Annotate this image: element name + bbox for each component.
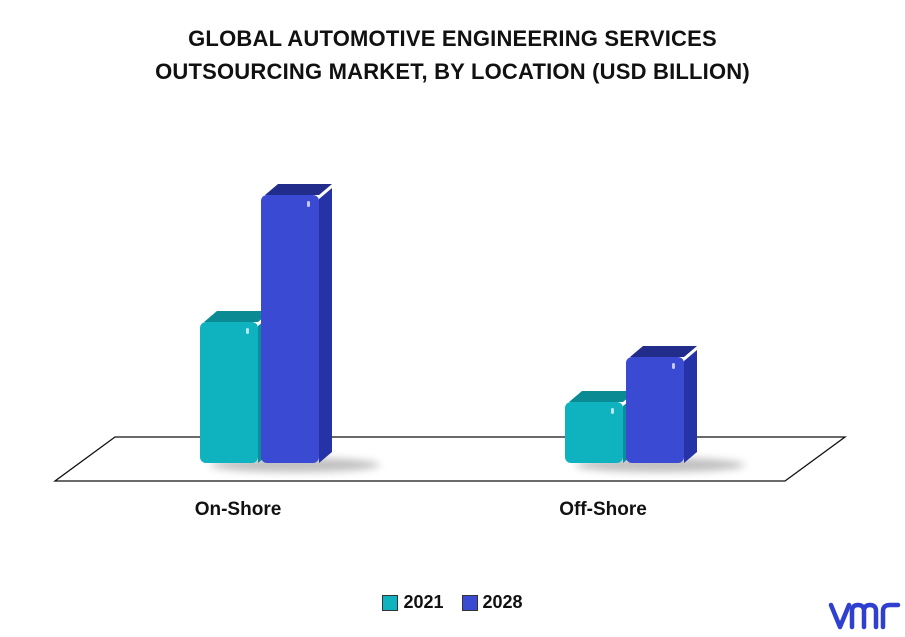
bar-front-on-shore-2021 <box>200 322 258 463</box>
bars <box>200 184 697 463</box>
bar-highlight-off-shore-2028 <box>672 363 675 369</box>
bar-top-off-shore-2028 <box>630 346 697 357</box>
bar-on-shore-2028 <box>261 184 332 463</box>
legend: 2021 2028 <box>0 592 905 613</box>
bar-front-on-shore-2028 <box>261 195 319 463</box>
bar-top-on-shore-2021 <box>204 311 271 322</box>
chart-title: GLOBAL AUTOMOTIVE ENGINEERING SERVICES O… <box>0 22 905 88</box>
chart-title-line-1: GLOBAL AUTOMOTIVE ENGINEERING SERVICES <box>188 26 717 51</box>
bar-highlight-on-shore-2028 <box>307 201 310 207</box>
bar-side-off-shore-2028 <box>684 350 697 463</box>
category-label-off-shore: Off-Shore <box>559 499 647 520</box>
bar-front-off-shore-2021 <box>565 402 623 463</box>
vmr-logo <box>828 602 901 630</box>
bar-top-on-shore-2028 <box>265 184 332 195</box>
chart-title-line-2: OUTSOURCING MARKET, BY LOCATION (USD BIL… <box>155 59 750 84</box>
bar-side-on-shore-2028 <box>319 188 332 463</box>
bar-off-shore-2028 <box>626 346 697 463</box>
legend-item-2028: 2028 <box>461 592 523 613</box>
chart-floor <box>53 436 847 482</box>
legend-swatch-2028 <box>461 594 478 611</box>
bar-highlight-off-shore-2021 <box>611 408 614 414</box>
bar-highlight-on-shore-2021 <box>246 328 249 334</box>
legend-label-2028: 2028 <box>482 592 523 612</box>
bar-on-shore-2021 <box>200 311 271 463</box>
legend-label-2021: 2021 <box>403 592 444 612</box>
bar-top-off-shore-2021 <box>569 391 636 402</box>
bar-front-off-shore-2028 <box>626 357 684 463</box>
legend-swatch-2021 <box>382 594 399 611</box>
legend-item-2021: 2021 <box>382 592 444 613</box>
category-label-on-shore: On-Shore <box>194 499 282 520</box>
bar-off-shore-2021 <box>565 391 636 463</box>
